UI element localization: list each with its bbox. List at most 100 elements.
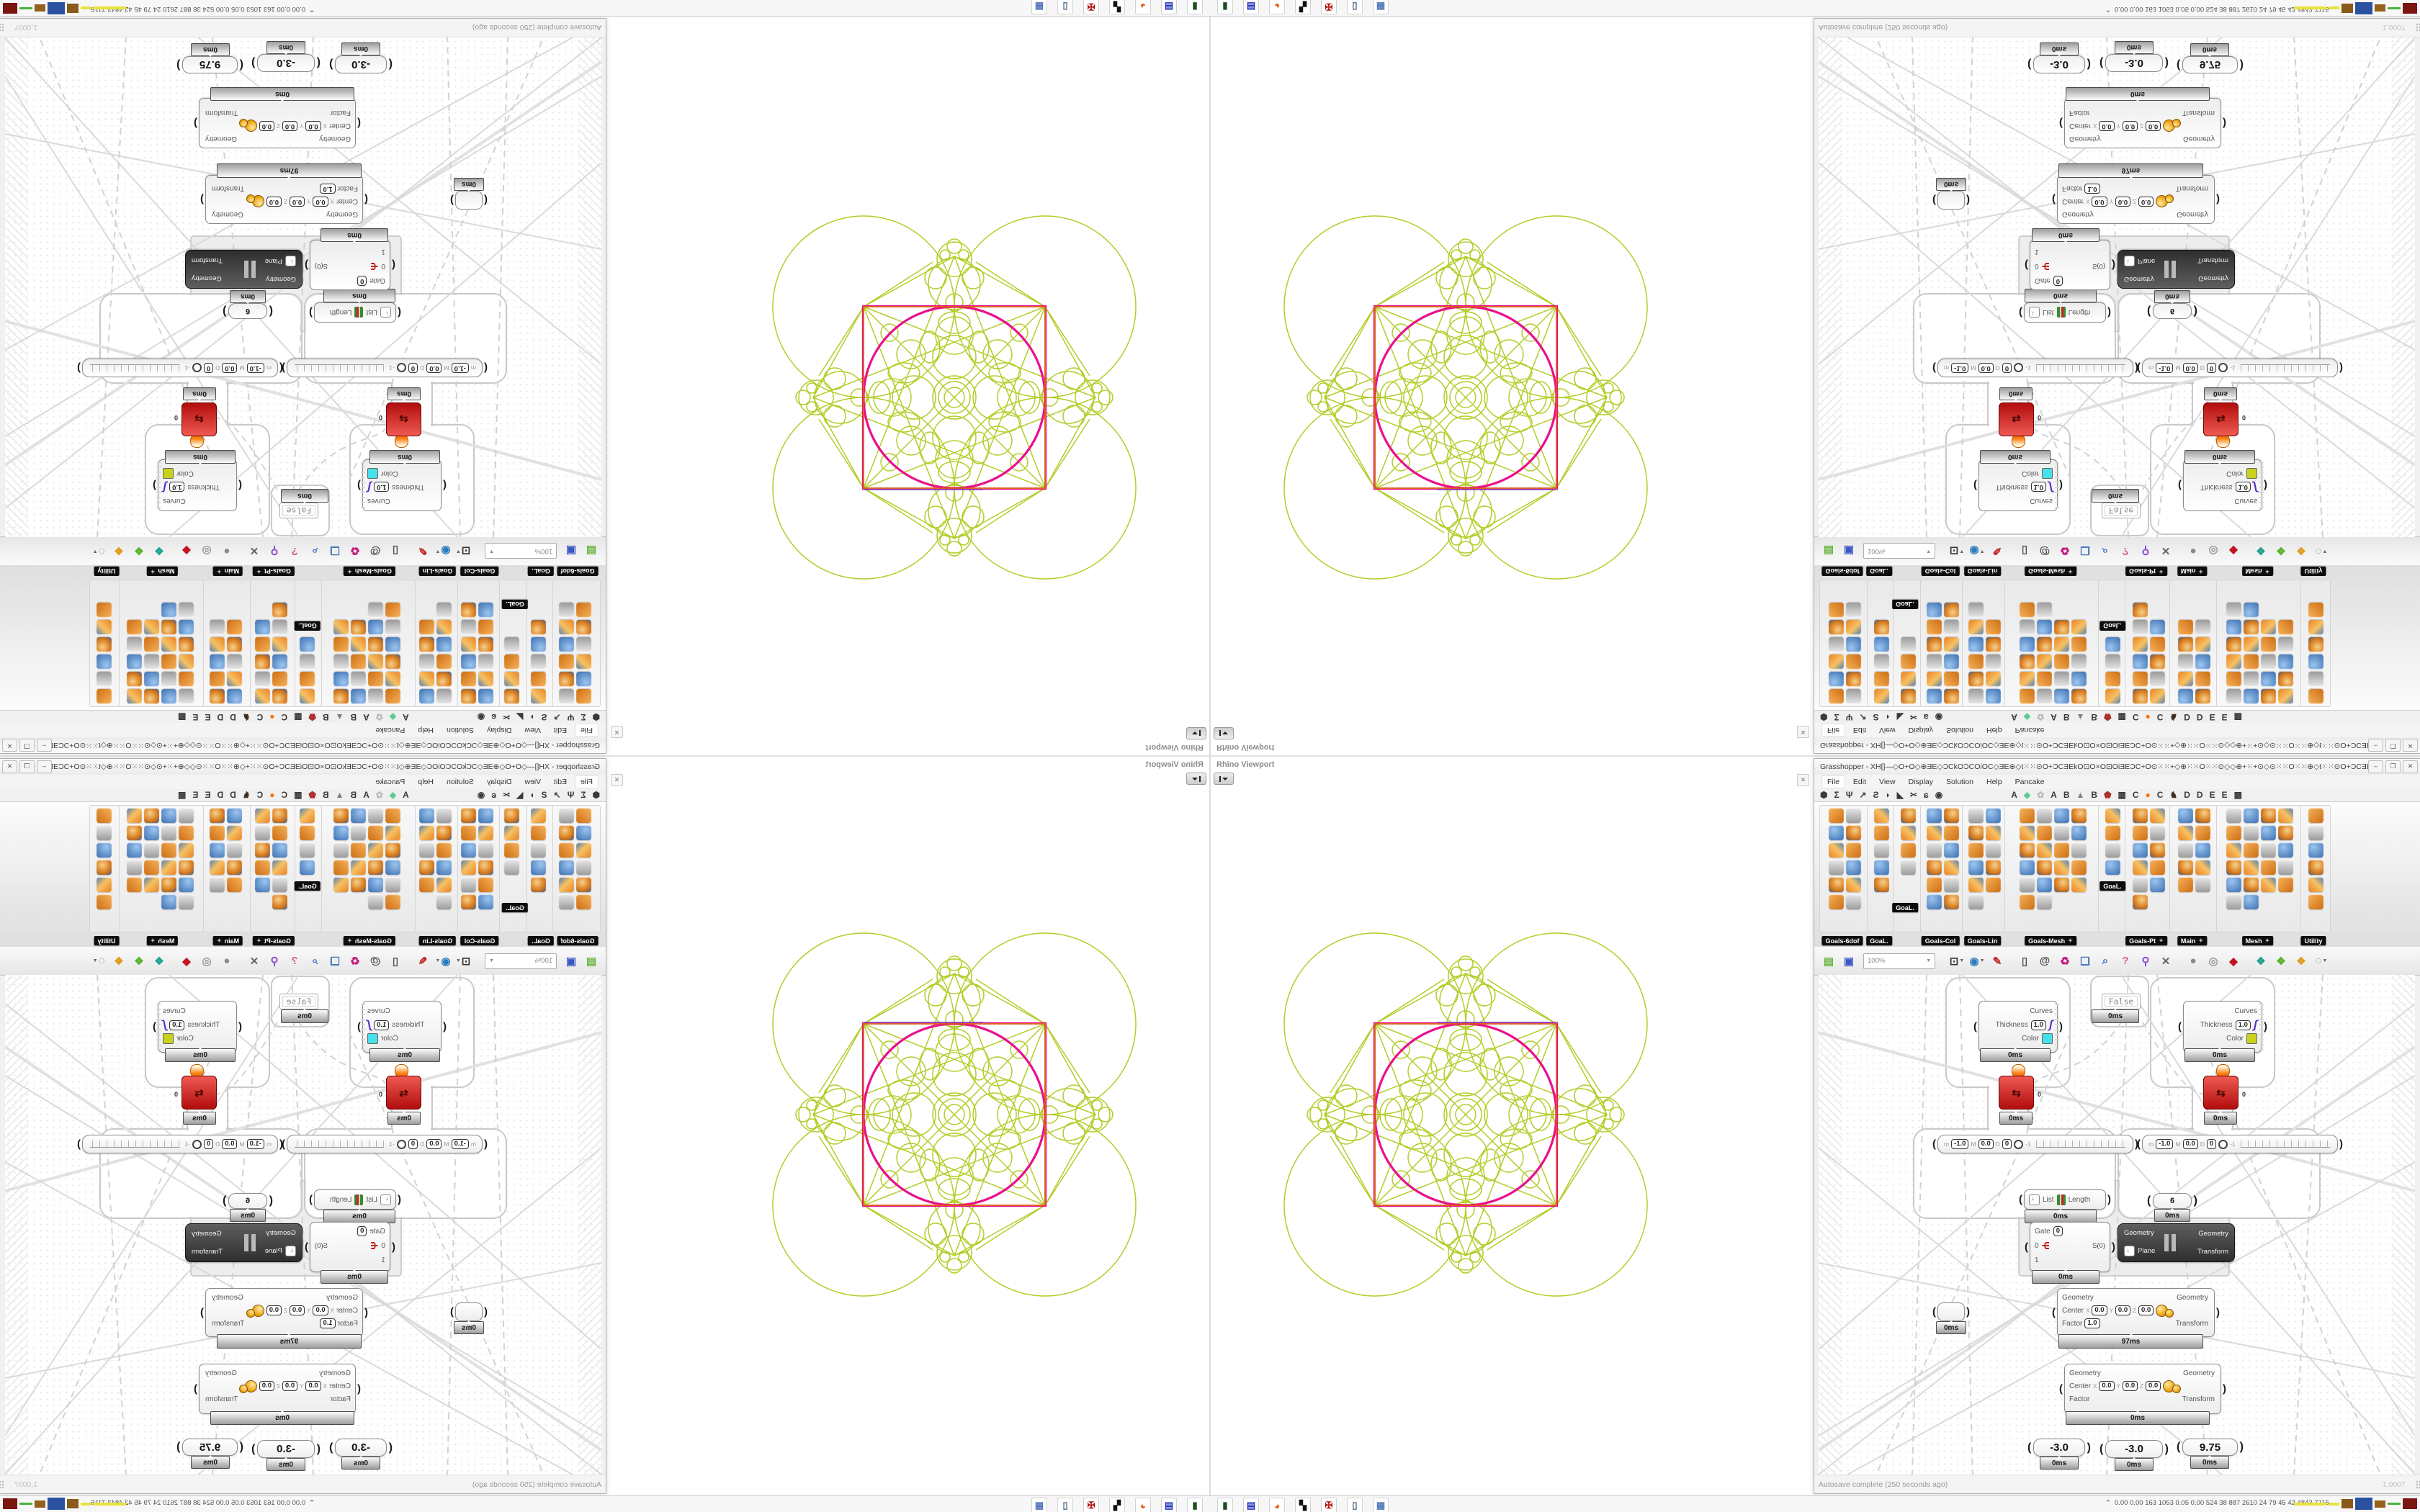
component-icon[interactable] [1968, 877, 1984, 892]
color-swatch[interactable] [163, 1033, 174, 1044]
component-icon[interactable] [1873, 825, 1889, 840]
grasshopper-titlebar[interactable]: Grasshopper - XH[]—◇O+O◇⊕ƎE◇ƆCkOƆCOiOC◇Ǝ… [1814, 737, 2420, 753]
component-icon[interactable] [2308, 637, 2323, 652]
component-icon[interactable] [2278, 808, 2293, 823]
component-icon[interactable] [1926, 620, 1942, 635]
component-icon[interactable] [385, 620, 401, 635]
slider-decimals-value[interactable]: 0 [2002, 363, 2012, 373]
component-icon[interactable] [272, 877, 288, 892]
panel-more-icon[interactable]: ✦ [2159, 568, 2164, 575]
menu-item-pancake[interactable]: Pancake [375, 726, 405, 734]
component-icon[interactable] [419, 672, 434, 687]
financial-magnifier-icon[interactable]: ⌕ [306, 953, 323, 970]
component-icon[interactable] [97, 842, 112, 858]
component-icon[interactable] [144, 860, 159, 875]
slider-decimals-value[interactable]: 0 [408, 363, 418, 373]
component-icon[interactable] [2278, 672, 2293, 687]
component-icon[interactable] [2149, 689, 2165, 704]
panel-more-icon[interactable]: ✦ [2068, 937, 2073, 944]
component-icon[interactable] [255, 877, 271, 892]
panel-label-tag[interactable]: Main ✦ [212, 936, 243, 945]
component-icon[interactable] [419, 620, 434, 635]
tab-plugin-orange-dot[interactable]: ● [269, 712, 275, 722]
resize-grip[interactable] [2416, 23, 2420, 32]
panel-more-icon[interactable]: ✦ [347, 568, 352, 575]
orange-doc-icon[interactable]: ❖ [110, 543, 127, 560]
author-at-icon[interactable]: @ [367, 543, 384, 560]
tab-curve[interactable]: Ƨ [541, 712, 547, 722]
component-icon[interactable] [1900, 808, 1916, 823]
component-icon[interactable] [1828, 620, 1844, 635]
component-icon[interactable] [1968, 825, 1984, 840]
tab-maths[interactable]: Σ [1834, 790, 1839, 800]
panel-label-tag[interactable]: Utility [94, 936, 120, 945]
component-icon[interactable] [2053, 654, 2069, 670]
tab-plugin-mountain[interactable]: ▲ [335, 790, 344, 800]
component-icon[interactable] [2132, 808, 2148, 823]
preview-eye-icon[interactable]: ◉ ▼ [434, 953, 452, 970]
component-icon[interactable] [2132, 603, 2148, 618]
tab-plugin-orange-dot[interactable]: ● [2145, 790, 2151, 800]
center-y-value[interactable]: 0.0 [2115, 1305, 2131, 1315]
error-solver-component[interactable]: ⇆ 0 [174, 1076, 217, 1110]
component-icon[interactable] [2178, 672, 2193, 687]
component-icon[interactable] [179, 689, 194, 704]
panel-more-icon[interactable]: ✦ [256, 568, 261, 575]
green-doc-icon[interactable]: ❖ [2272, 953, 2290, 970]
component-icon[interactable] [2226, 808, 2241, 823]
component-icon[interactable] [2019, 689, 2035, 704]
preview-eye-icon[interactable]: ◉ ▼ [1968, 543, 1986, 560]
panel-label-tag[interactable]: Goals-Lin [418, 936, 457, 945]
dropdown-caret-icon[interactable]: ▼ [2322, 549, 2328, 554]
wire-display-icon[interactable]: ✕ [246, 953, 263, 970]
panel-label-tag[interactable]: Main ✦ [2177, 567, 2208, 576]
component-icon[interactable] [531, 808, 547, 823]
dropdown-caret-icon[interactable]: ▼ [455, 958, 461, 963]
boolean-toggle[interactable]: False [2102, 994, 2141, 1009]
floppy-64-icon[interactable]: ▤ [1243, 0, 1259, 14]
factor-value[interactable]: 1.0 [320, 184, 336, 194]
tab-vector[interactable]: ↗ [1859, 712, 1867, 722]
maximize-button[interactable]: ❐ [19, 760, 35, 773]
component-icon[interactable] [227, 842, 242, 858]
tab-plugin-b2[interactable]: B [322, 790, 329, 800]
component-icon[interactable] [1828, 860, 1844, 875]
dropdown-caret-icon[interactable]: ▼ [489, 549, 494, 554]
component-icon[interactable] [461, 620, 477, 635]
component-icon[interactable] [436, 877, 452, 892]
list-length-component[interactable]: List Length [2024, 1189, 2106, 1210]
component-icon[interactable] [1926, 877, 1942, 892]
panel-label-tag[interactable]: Goals-Mesh ✦ [344, 567, 395, 576]
component-icon[interactable] [300, 637, 315, 652]
menu-item-solution[interactable]: Solution [1946, 726, 1973, 734]
component-icon[interactable] [300, 654, 315, 670]
panel-label-tag[interactable]: GoaL. [528, 567, 554, 576]
teal-doc-icon[interactable]: ❖ [2252, 543, 2269, 560]
panel-label-tag[interactable]: Utility [2300, 936, 2326, 945]
color-swatch[interactable] [2042, 468, 2053, 479]
component-icon[interactable] [559, 672, 575, 687]
component-icon[interactable] [2195, 825, 2210, 840]
component-icon[interactable] [2019, 825, 2035, 840]
component-icon[interactable] [461, 637, 477, 652]
slider-min-value[interactable]: -1.0 [2156, 1139, 2174, 1149]
md-slider[interactable]: m-1.0 M0.0 D0 -1 [2142, 1135, 2338, 1153]
rhino-viewport[interactable]: Rhino Viewport ✕ [1210, 17, 1814, 755]
menu-item-solution[interactable]: Solution [447, 726, 474, 734]
slider-ruler[interactable] [2035, 364, 2125, 372]
tab-curve[interactable]: Ƨ [1873, 790, 1879, 800]
dropdown-caret-icon[interactable]: ▼ [1979, 958, 1985, 963]
panel-more-icon[interactable]: ✦ [150, 568, 156, 575]
shaded-preview-icon[interactable]: ● [2184, 543, 2202, 560]
component-icon[interactable] [144, 689, 159, 704]
component-icon[interactable] [1873, 808, 1889, 823]
dropdown-caret-icon[interactable]: ▼ [1979, 549, 1985, 554]
tab-plugin-e2[interactable]: E [2221, 712, 2228, 722]
panel-more-icon[interactable]: ✦ [216, 937, 222, 944]
dropdown-caret-icon[interactable]: ▼ [92, 958, 98, 963]
component-icon[interactable] [385, 672, 401, 687]
component-icon[interactable] [210, 808, 225, 823]
tab-plugin-grid[interactable]: ▦ [2118, 790, 2126, 800]
component-icon[interactable] [1900, 825, 1916, 840]
